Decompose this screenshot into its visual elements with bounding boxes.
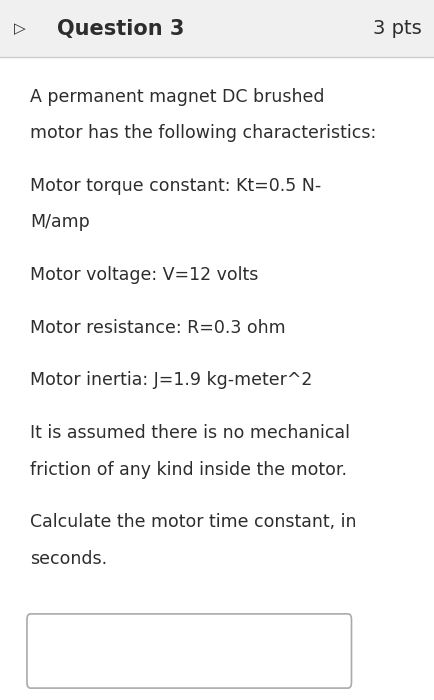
- Bar: [0, 0, 434, 57]
- Text: M/amp: M/amp: [30, 213, 90, 231]
- Text: motor has the following characteristics:: motor has the following characteristics:: [30, 124, 376, 142]
- Text: 3 pts: 3 pts: [372, 19, 421, 38]
- FancyBboxPatch shape: [27, 614, 351, 688]
- Text: Motor torque constant: Kt=0.5 N-: Motor torque constant: Kt=0.5 N-: [30, 176, 321, 195]
- Text: seconds.: seconds.: [30, 550, 107, 568]
- Text: Motor voltage: V=12 volts: Motor voltage: V=12 volts: [30, 266, 258, 284]
- Text: Calculate the motor time constant, in: Calculate the motor time constant, in: [30, 513, 356, 531]
- Text: friction of any kind inside the motor.: friction of any kind inside the motor.: [30, 461, 347, 479]
- Text: Question 3: Question 3: [56, 19, 184, 38]
- Text: ▷: ▷: [13, 21, 26, 36]
- Text: Motor resistance: R=0.3 ohm: Motor resistance: R=0.3 ohm: [30, 318, 286, 337]
- Text: It is assumed there is no mechanical: It is assumed there is no mechanical: [30, 424, 350, 442]
- Text: A permanent magnet DC brushed: A permanent magnet DC brushed: [30, 88, 324, 106]
- Text: Motor inertia: J=1.9 kg-meter^2: Motor inertia: J=1.9 kg-meter^2: [30, 372, 312, 389]
